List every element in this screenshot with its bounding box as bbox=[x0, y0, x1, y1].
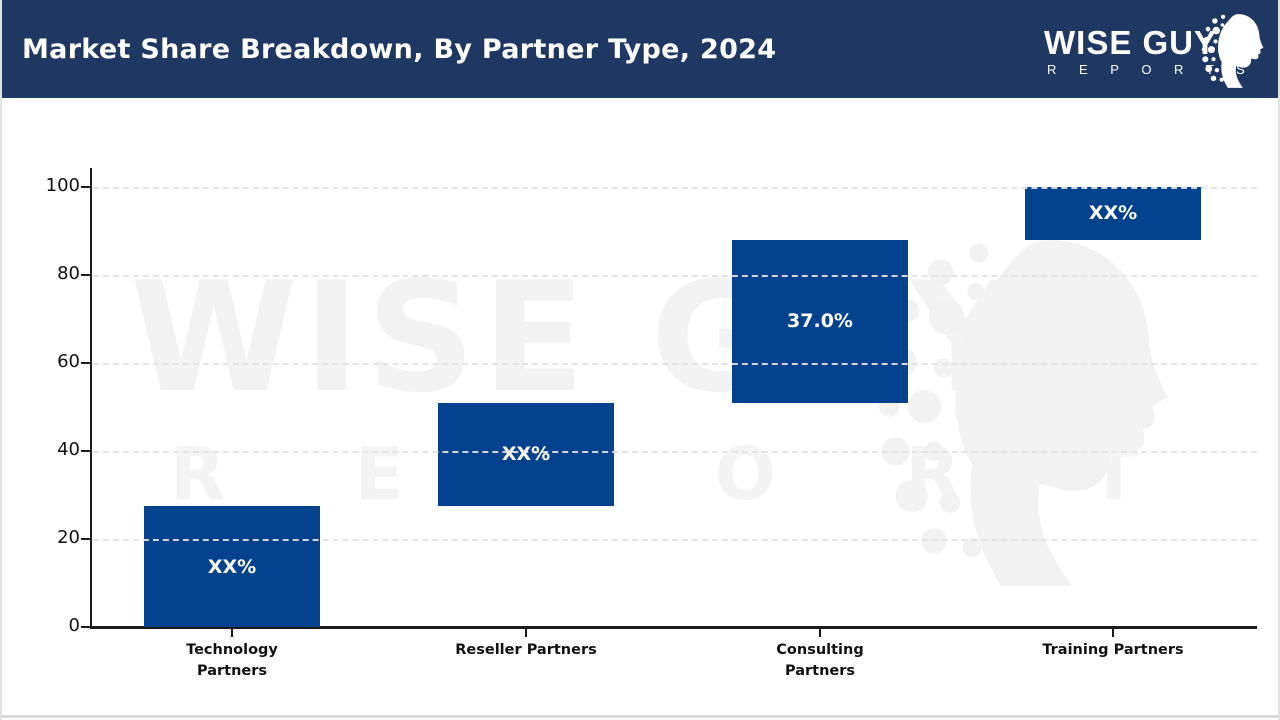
header-bar: Market Share Breakdown, By Partner Type,… bbox=[2, 0, 1278, 98]
x-axis-line bbox=[90, 626, 1257, 629]
logo-text: WISE GUY R E P O R T S bbox=[1044, 26, 1254, 77]
gridline-20 bbox=[93, 539, 1257, 541]
gridline-60 bbox=[93, 363, 1257, 365]
y-tick-mark-80 bbox=[81, 274, 90, 276]
footer-divider bbox=[2, 715, 1278, 718]
bar-value-label: XX% bbox=[207, 555, 257, 578]
y-tick-label-0: 0 bbox=[68, 615, 80, 636]
y-axis-line bbox=[90, 168, 92, 629]
bar-value-label: XX% bbox=[501, 443, 551, 466]
chart-title: Market Share Breakdown, By Partner Type,… bbox=[22, 34, 777, 65]
bar-training-partners: XX% bbox=[1025, 187, 1201, 240]
x-tick-mark-0 bbox=[231, 629, 233, 637]
y-tick-mark-60 bbox=[81, 362, 90, 364]
logo-wiseguy-label: WISE GUY bbox=[1044, 24, 1218, 61]
y-tick-label-20: 20 bbox=[57, 527, 80, 548]
y-tick-mark-0 bbox=[81, 626, 90, 628]
bar-reseller-partners: XX% bbox=[438, 402, 614, 506]
y-tick-mark-20 bbox=[81, 538, 90, 540]
y-tick-label-60: 60 bbox=[57, 351, 80, 372]
x-tick-mark-2 bbox=[819, 629, 821, 637]
y-tick-label-100: 100 bbox=[45, 175, 80, 196]
gridline-100 bbox=[93, 187, 1257, 189]
logo-reports-label: R E P O R T S bbox=[1047, 62, 1255, 77]
bar-technology-partners: XX% bbox=[144, 506, 320, 627]
wiseguy-logo-face-icon bbox=[1201, 14, 1264, 88]
wiseguy-logo: WISE GUY R E P O R T S bbox=[1014, 8, 1264, 92]
y-tick-mark-40 bbox=[81, 450, 90, 452]
gridline-40 bbox=[93, 451, 1257, 453]
x-tick-label-2: Consulting Partners bbox=[776, 642, 864, 680]
x-tick-label-3: Training Partners bbox=[1042, 642, 1184, 658]
bar-value-label: XX% bbox=[1088, 202, 1138, 225]
y-tick-label-40: 40 bbox=[57, 439, 80, 460]
x-tick-label-1: Reseller Partners bbox=[455, 642, 597, 658]
x-tick-mark-1 bbox=[525, 629, 527, 637]
gridline-80 bbox=[93, 275, 1257, 277]
bar-consulting-partners: 37.0% bbox=[732, 239, 908, 403]
y-tick-mark-100 bbox=[81, 186, 90, 188]
bar-value-label: 37.0% bbox=[787, 310, 853, 333]
y-tick-label-80: 80 bbox=[57, 263, 80, 284]
x-tick-mark-3 bbox=[1112, 629, 1114, 637]
x-tick-label-0: Technology Partners bbox=[186, 642, 278, 680]
